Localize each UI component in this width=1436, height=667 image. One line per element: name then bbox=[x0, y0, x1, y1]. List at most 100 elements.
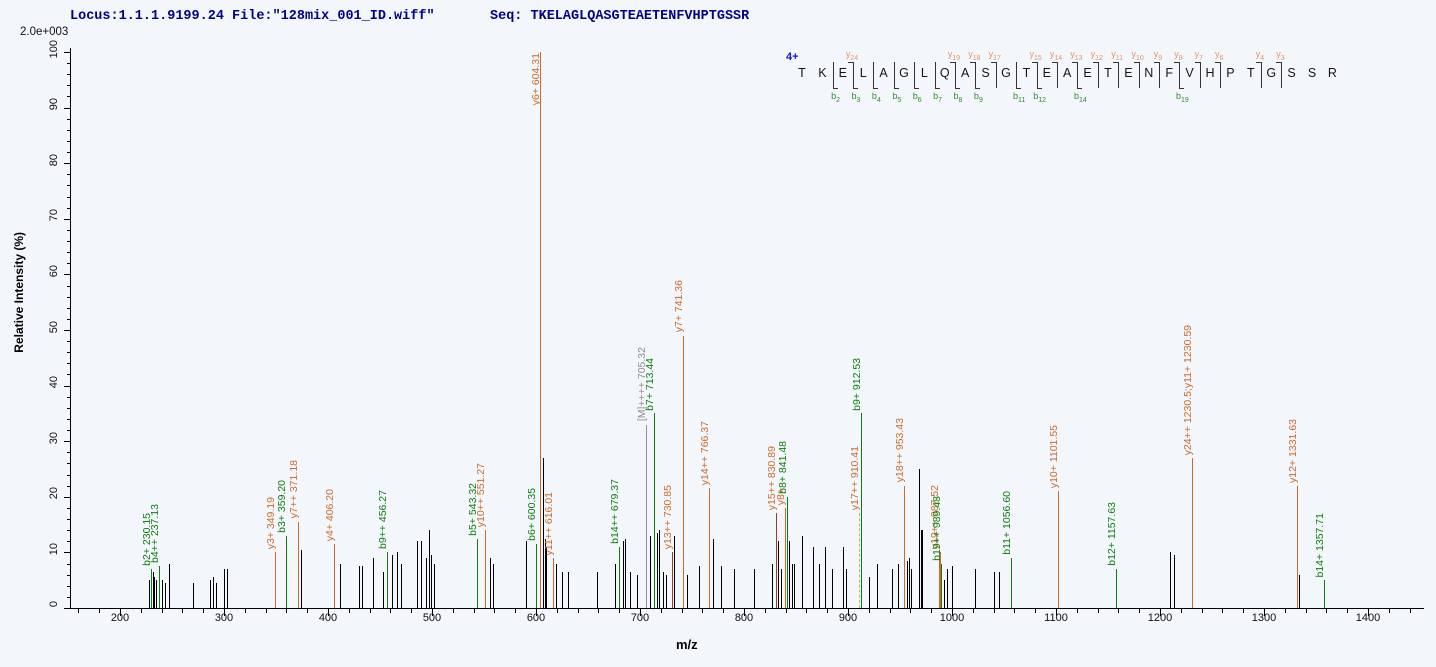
residue-letter: G bbox=[1266, 66, 1277, 80]
y-tick bbox=[67, 196, 70, 198]
fragment-divider bbox=[873, 62, 875, 88]
y-tick-label: 40 bbox=[48, 376, 60, 389]
y-tick bbox=[67, 418, 70, 420]
x-tick bbox=[1097, 609, 1099, 613]
peak-b bbox=[536, 544, 538, 608]
b-arm bbox=[893, 88, 899, 89]
y-ion-tag: y11 bbox=[1111, 49, 1124, 62]
residue-letter: E bbox=[1124, 66, 1133, 80]
fragment-divider bbox=[1118, 62, 1120, 88]
peak-unassigned bbox=[420, 541, 422, 608]
residue-letter: A bbox=[961, 66, 970, 80]
peak-label: y10+ 1101.55 bbox=[1047, 425, 1060, 489]
b-arm bbox=[853, 88, 858, 89]
peak-label: b6+ 600.35 bbox=[526, 488, 539, 542]
x-tick-label: 200 bbox=[110, 612, 130, 624]
y-ion-tag: y9 bbox=[1153, 49, 1163, 62]
residue-letter: A bbox=[1063, 66, 1072, 80]
peak-y bbox=[1191, 457, 1193, 608]
peak-unassigned bbox=[793, 563, 795, 608]
x-tick bbox=[764, 609, 766, 613]
y-tick bbox=[67, 452, 70, 454]
peak-unassigned bbox=[998, 571, 1000, 608]
y-arm bbox=[1072, 62, 1078, 63]
y-tick bbox=[67, 463, 70, 465]
peak-unassigned bbox=[686, 574, 688, 608]
peak-b bbox=[653, 413, 655, 608]
y-arm bbox=[1174, 62, 1180, 63]
peak-label: b11+ 1056.60 bbox=[1000, 491, 1013, 555]
x-tick bbox=[307, 609, 309, 613]
x-tick bbox=[78, 609, 80, 613]
peak-unassigned bbox=[625, 538, 627, 608]
y-arm bbox=[1113, 62, 1119, 63]
peak-unassigned bbox=[546, 546, 548, 608]
x-tick bbox=[785, 609, 787, 613]
b-arm bbox=[914, 88, 920, 89]
y-tick-label: 0 bbox=[48, 601, 60, 608]
b-ion-tag: b14 bbox=[1073, 91, 1087, 104]
precursor-charge-label: 4+ bbox=[786, 51, 799, 63]
peak-label: b8+ 841.48 bbox=[777, 440, 790, 494]
peak-unassigned bbox=[789, 541, 791, 608]
y-tick-label: 80 bbox=[48, 153, 60, 166]
y-tick bbox=[64, 52, 70, 53]
y-tick bbox=[67, 374, 70, 376]
y-tick bbox=[67, 129, 70, 131]
x-tick-label: 500 bbox=[422, 612, 442, 624]
peak-label: b19++ 989.48 bbox=[931, 495, 944, 561]
x-tick bbox=[348, 609, 350, 613]
y-tick bbox=[67, 263, 70, 265]
x-tick bbox=[120, 609, 121, 616]
y-arm bbox=[1215, 62, 1221, 63]
fragment-divider bbox=[1281, 62, 1283, 88]
peak-unassigned bbox=[802, 535, 804, 608]
peak-unassigned bbox=[490, 557, 492, 608]
y-tick bbox=[67, 318, 70, 320]
y-tick bbox=[67, 430, 70, 432]
peak-y bbox=[939, 552, 942, 608]
b-arm bbox=[873, 88, 879, 89]
x-tick bbox=[1305, 609, 1307, 613]
peak-unassigned bbox=[615, 563, 617, 608]
peak-y bbox=[540, 52, 542, 608]
peak-b bbox=[158, 566, 160, 608]
y-tick bbox=[67, 341, 70, 343]
fragment-divider bbox=[995, 62, 997, 88]
x-tick bbox=[910, 609, 912, 613]
peak-ylight bbox=[858, 513, 860, 608]
locus-file-label: Locus:1.1.1.9199.24 File:"128mix_001_ID.… bbox=[70, 9, 435, 24]
y-ion-tag: y19 bbox=[947, 49, 961, 62]
peak-label: b7+ 713.44 bbox=[643, 357, 656, 411]
residue-letter: T bbox=[1022, 66, 1031, 80]
y-tick bbox=[67, 363, 70, 365]
b-arm bbox=[975, 88, 981, 89]
y-ion-tag: y24 bbox=[845, 49, 859, 62]
x-tick bbox=[619, 609, 621, 613]
x-tick bbox=[1076, 609, 1078, 613]
residue-letter: S bbox=[1287, 66, 1296, 80]
peak-unassigned bbox=[636, 574, 638, 608]
y-ion-tag: y12 bbox=[1090, 49, 1103, 62]
y-tick-label: 30 bbox=[48, 431, 60, 444]
b-ion-tag: b11 bbox=[1013, 91, 1026, 104]
y-tick bbox=[67, 352, 70, 354]
x-tick bbox=[536, 609, 537, 616]
y-tick bbox=[67, 207, 70, 209]
residue-letter: K bbox=[818, 66, 827, 80]
peak-unassigned bbox=[168, 563, 170, 608]
y-ion-tag: y8 bbox=[1174, 49, 1183, 62]
intensity-scale-label: 2.0e+003 bbox=[20, 26, 69, 38]
y-tick bbox=[67, 574, 70, 576]
b-arm bbox=[1179, 88, 1185, 89]
peak-unassigned bbox=[666, 574, 667, 608]
peak-unassigned bbox=[629, 571, 631, 608]
y-ion-tag: y15 bbox=[1029, 49, 1042, 62]
fragment-divider bbox=[975, 62, 977, 88]
x-tick bbox=[848, 609, 849, 616]
peak-b bbox=[151, 569, 153, 608]
peak-label: y13++ 730.85 bbox=[662, 485, 675, 550]
y-tick bbox=[67, 96, 70, 98]
y-arm bbox=[1154, 62, 1159, 63]
x-tick-label: 1400 bbox=[1355, 612, 1381, 624]
